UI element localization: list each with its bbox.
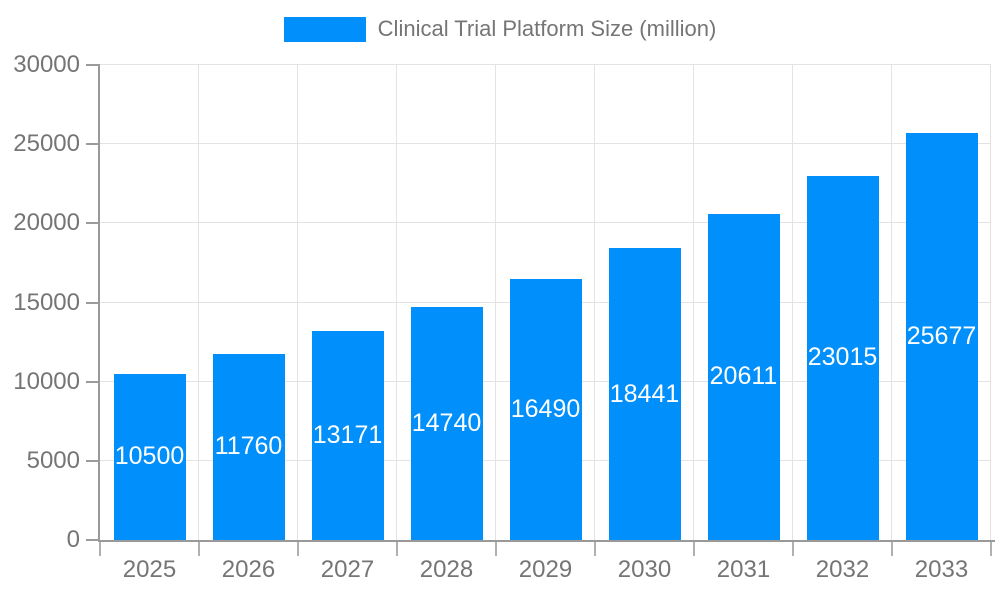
bar-value-label: 25677 [906, 322, 977, 351]
v-gridline [693, 65, 694, 540]
x-tick-label: 2031 [716, 556, 771, 583]
bar-value-label: 20611 [709, 362, 778, 391]
x-tick-label: 2033 [914, 556, 969, 583]
bar-value-label: 23015 [807, 343, 878, 372]
x-tick-label: 2025 [122, 556, 177, 583]
bar: 13171 [311, 331, 384, 540]
y-tick-mark [86, 459, 100, 462]
bar-value-label: 13171 [312, 421, 383, 450]
v-gridline [792, 65, 793, 540]
y-tick-label: 15000 [13, 288, 80, 316]
bar: 14740 [410, 306, 483, 540]
bar: 18441 [608, 248, 681, 540]
x-tick-label: 2030 [617, 556, 672, 583]
x-tick-label: 2028 [419, 556, 474, 583]
y-tick-label: 5000 [26, 446, 80, 474]
v-gridline [990, 65, 991, 540]
v-gridline [297, 65, 298, 540]
v-gridline [594, 65, 595, 540]
x-tick-mark [99, 542, 101, 556]
x-tick-label: 2029 [518, 556, 573, 583]
v-gridline [891, 65, 892, 540]
x-tick-mark [693, 542, 695, 556]
legend-swatch-icon [283, 16, 366, 42]
x-tick-mark [990, 542, 992, 556]
y-tick-mark [86, 222, 100, 225]
y-tick-mark [86, 380, 100, 383]
bar-value-label: 16490 [510, 394, 581, 423]
bar: 25677 [905, 133, 978, 540]
x-tick-mark [198, 542, 200, 556]
x-tick-mark [891, 542, 893, 556]
y-tick-mark [86, 539, 100, 541]
x-tick-mark [495, 542, 497, 556]
bar: 20611 [707, 213, 780, 540]
bar: 16490 [509, 278, 582, 540]
y-tick-label: 20000 [13, 209, 80, 237]
y-tick-mark [86, 64, 100, 66]
legend-label: Clinical Trial Platform Size (million) [377, 16, 717, 41]
plot-area: 10500 11760 13171 14740 16490 18441 20611 23015… [100, 64, 991, 540]
bar: 23015 [806, 175, 879, 540]
x-tick-mark [594, 542, 596, 556]
y-tick-label: 30000 [13, 51, 80, 78]
y-tick-mark [86, 143, 100, 146]
y-tick-label: 25000 [13, 130, 80, 158]
bar-value-label: 11760 [214, 432, 283, 461]
v-gridline [198, 65, 199, 540]
y-tick-label: 10000 [13, 367, 80, 395]
y-tick-label: 0 [66, 526, 80, 553]
bar-value-label: 18441 [609, 379, 680, 408]
bar: 11760 [212, 353, 285, 540]
x-tick-label: 2026 [221, 556, 276, 583]
h-gridline [100, 222, 991, 224]
h-gridline [100, 64, 991, 65]
y-axis-line [98, 65, 100, 542]
v-gridline [396, 65, 397, 540]
x-tick-label: 2032 [815, 556, 870, 583]
v-gridline [495, 65, 496, 540]
chart-legend[interactable]: Clinical Trial Platform Size (million) [0, 16, 1000, 42]
bar: 10500 [113, 373, 186, 540]
x-tick-mark [792, 542, 794, 556]
bar-value-label: 14740 [411, 408, 482, 437]
bar-value-label: 10500 [114, 442, 185, 471]
x-tick-label: 2027 [320, 556, 375, 583]
x-axis-line [98, 540, 995, 542]
x-tick-mark [297, 542, 299, 556]
x-tick-mark [396, 542, 398, 556]
h-gridline [100, 143, 991, 145]
y-tick-mark [86, 301, 100, 304]
